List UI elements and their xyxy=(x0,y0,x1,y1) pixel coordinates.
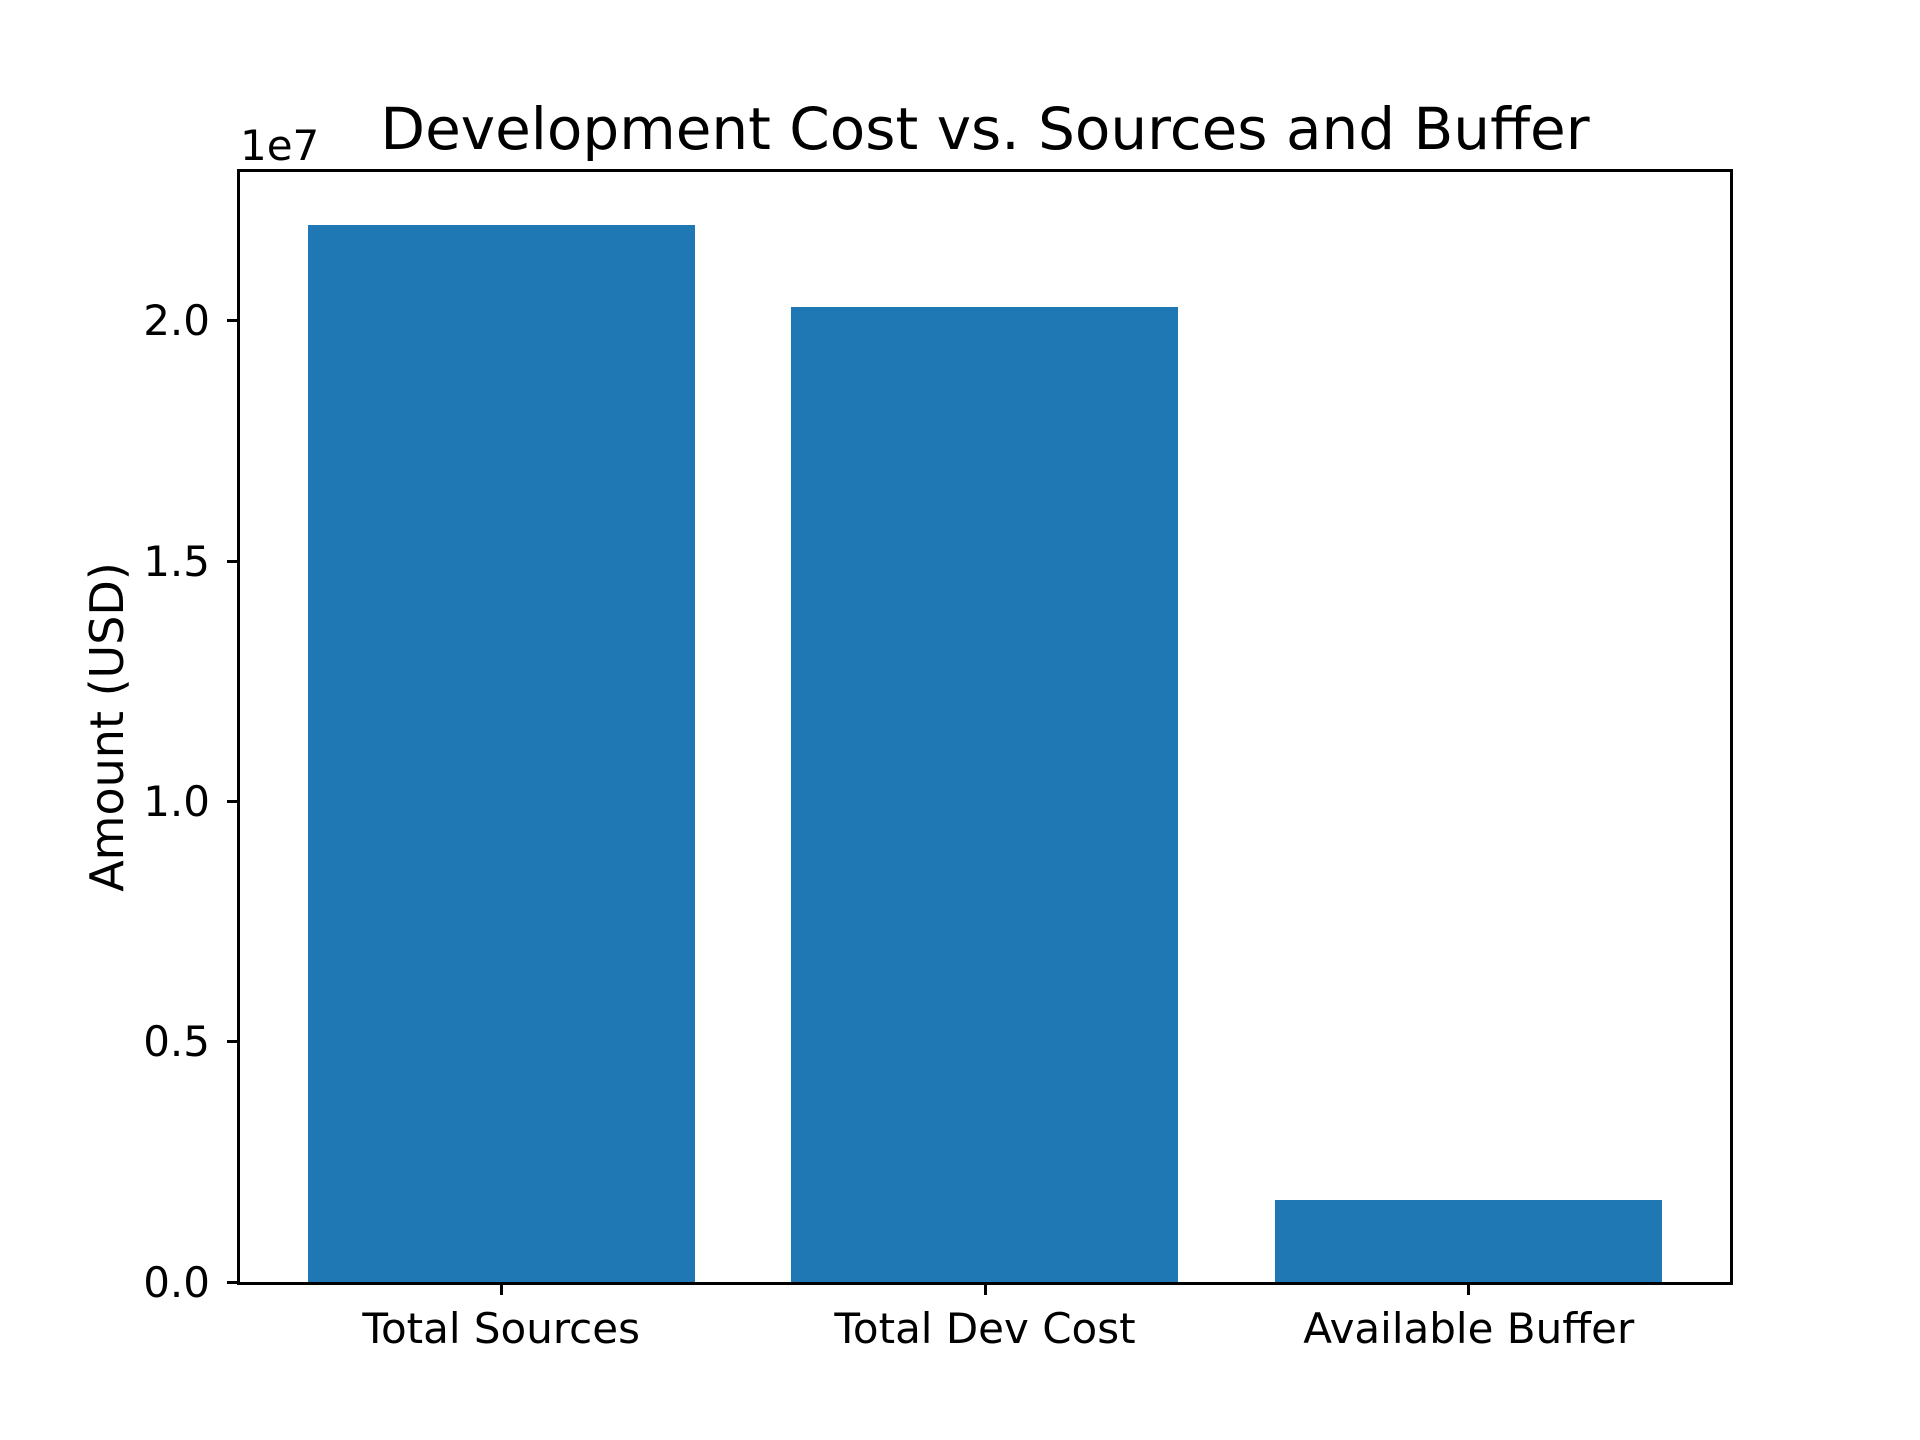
y-tick-mark xyxy=(227,1280,237,1284)
x-tick-label: Total Sources xyxy=(362,1304,640,1353)
bar-1 xyxy=(307,224,695,1282)
bar-3 xyxy=(1275,1200,1663,1282)
y-tick-label: 2.0 xyxy=(143,296,210,346)
x-tick-label: Available Buffer xyxy=(1303,1304,1635,1353)
y-axis-label: Amount (USD) xyxy=(80,562,134,892)
chart-title: Development Cost vs. Sources and Buffer xyxy=(380,95,1590,163)
x-tick-mark xyxy=(1467,1285,1471,1295)
y-tick-label: 0.0 xyxy=(143,1257,210,1307)
x-tick-mark xyxy=(499,1285,503,1295)
y-tick-label: 0.5 xyxy=(143,1017,210,1067)
plot-area xyxy=(237,169,1733,1285)
y-tick-mark xyxy=(227,559,237,563)
y-tick-label: 1.5 xyxy=(143,536,210,586)
x-tick-label: Total Dev Cost xyxy=(834,1304,1136,1353)
y-tick-mark xyxy=(227,799,237,803)
y-tick-label: 1.0 xyxy=(143,776,210,826)
y-tick-mark xyxy=(227,1040,237,1044)
y-tick-mark xyxy=(227,319,237,323)
axis-scale-offset-text: 1e7 xyxy=(240,121,320,170)
x-tick-mark xyxy=(983,1285,987,1295)
bar-2 xyxy=(791,306,1179,1282)
